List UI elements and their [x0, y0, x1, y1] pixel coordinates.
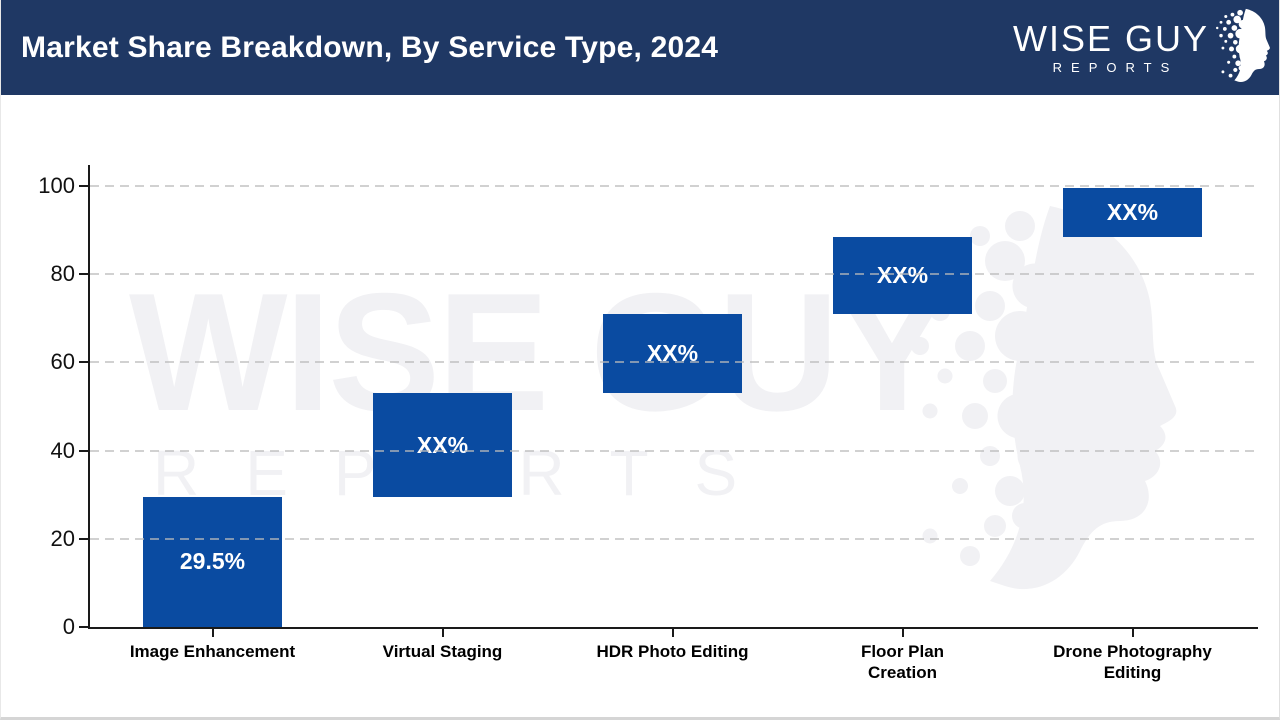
- y-tick-label: 100: [38, 173, 75, 198]
- x-tick-mark: [1131, 629, 1134, 637]
- bar-value-label: XX%: [416, 431, 469, 458]
- watermark-wise-guy: WISE GUY: [129, 258, 948, 446]
- y-tick-mark: [79, 361, 88, 364]
- x-category-label: Floor Plan Creation: [860, 642, 945, 682]
- x-category-label: Drone Photography Editing: [1053, 642, 1212, 682]
- bar: XX%: [373, 393, 512, 497]
- y-tick-mark: [79, 626, 88, 628]
- x-axis-spine: [88, 627, 1258, 629]
- y-tick-mark: [79, 449, 88, 452]
- x-tick-mark: [671, 629, 674, 637]
- x-category-label: Image Enhancement: [129, 642, 296, 661]
- y-tick-mark: [79, 273, 88, 276]
- y-tick-label: 20: [50, 525, 75, 551]
- logo-reports-label: REPORTS: [1052, 60, 1179, 75]
- x-tick-mark: [211, 629, 214, 637]
- page-title: Market Share Breakdown, By Service Type,…: [21, 30, 719, 64]
- bar: 29.5%: [143, 496, 282, 627]
- bar: XX%: [833, 236, 972, 314]
- y-tick-label: 60: [50, 349, 75, 375]
- y-tick-label: 40: [50, 437, 75, 463]
- bar-value-label: XX%: [1106, 198, 1159, 225]
- wiseguy-logo: WISE GUY REPORTS: [1013, 6, 1273, 90]
- plot-area: 0 20 40 60 80 100 29.5% Image Enhancement XX% Vir…: [1, 95, 1279, 717]
- y-tick-label: 0: [62, 614, 75, 639]
- x-category-label: HDR Photo Editing: [596, 642, 749, 661]
- x-category-label: Virtual Staging: [382, 642, 503, 661]
- bar: XX%: [1063, 188, 1202, 237]
- gridline: [90, 449, 1258, 452]
- gridline: [90, 537, 1258, 540]
- bar-value-label: 29.5%: [179, 548, 246, 575]
- gridline: [90, 273, 1258, 276]
- y-tick-mark: [79, 185, 88, 187]
- x-tick-mark: [901, 629, 904, 637]
- bar-value-label: XX%: [876, 261, 929, 288]
- gridline: [90, 361, 1258, 364]
- header-bar: Market Share Breakdown, By Service Type,…: [1, 0, 1279, 95]
- wiseguy-head-logo-icon: [1215, 8, 1270, 82]
- wiseguy-logo-text: WISE GUY REPORTS: [1013, 20, 1209, 76]
- bar: XX%: [603, 313, 742, 394]
- y-tick-mark: [79, 537, 88, 540]
- logo-wise-guy-label: WISE GUY: [1012, 18, 1209, 59]
- y-tick-label: 80: [50, 261, 75, 287]
- x-tick-mark: [441, 629, 444, 637]
- gridline: [90, 185, 1258, 187]
- y-axis-spine: [88, 165, 90, 629]
